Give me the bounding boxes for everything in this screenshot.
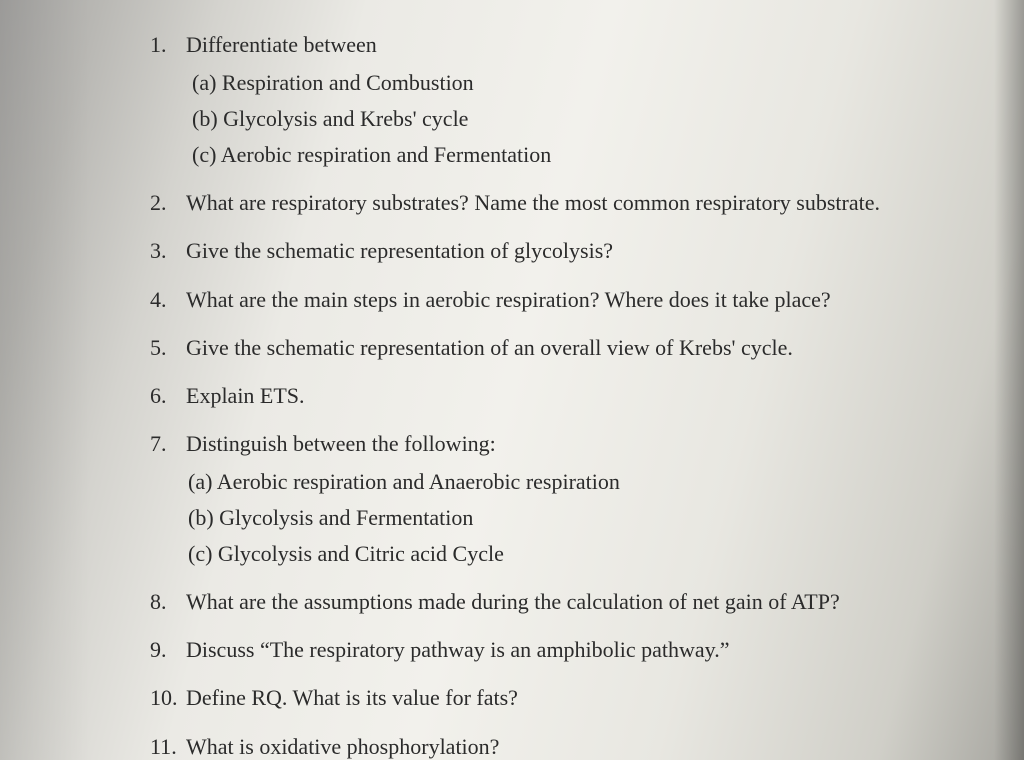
question-text: Differentiate between (186, 32, 377, 57)
sub-text: Aerobic respiration and Anaerobic respir… (217, 469, 620, 494)
question-item: What is oxidative phosphorylation? (150, 730, 964, 760)
question-text: Give the schematic representation of an … (186, 335, 793, 360)
question-item: What are the main steps in aerobic respi… (150, 283, 964, 317)
question-text: Explain ETS. (186, 383, 305, 408)
question-text: Define RQ. What is its value for fats? (186, 685, 518, 710)
question-item: Give the schematic representation of an … (150, 331, 964, 365)
sub-list: (a) Aerobic respiration and Anaerobic re… (186, 465, 964, 571)
sub-marker: (c) (188, 541, 212, 566)
sub-item: (a) Respiration and Combustion (192, 66, 964, 100)
sub-item: (b) Glycolysis and Fermentation (188, 501, 964, 535)
sub-item: (c) Glycolysis and Citric acid Cycle (188, 537, 964, 571)
sub-item: (a) Aerobic respiration and Anaerobic re… (188, 465, 964, 499)
question-text: What are respiratory substrates? Name th… (186, 190, 880, 215)
question-item: Differentiate between (a) Respiration an… (150, 28, 964, 172)
sub-list: (a) Respiration and Combustion (b) Glyco… (186, 66, 964, 172)
textbook-page: Differentiate between (a) Respiration an… (0, 0, 1024, 760)
question-item: What are the assumptions made during the… (150, 585, 964, 619)
question-text: Distinguish between the following: (186, 431, 496, 456)
sub-item: (b) Glycolysis and Krebs' cycle (192, 102, 964, 136)
sub-marker: (a) (188, 469, 212, 494)
question-item: Define RQ. What is its value for fats? (150, 681, 964, 715)
question-text: What are the main steps in aerobic respi… (186, 287, 831, 312)
question-item: Give the schematic representation of gly… (150, 234, 964, 268)
sub-text: Glycolysis and Citric acid Cycle (218, 541, 504, 566)
sub-marker: (b) (188, 505, 214, 530)
question-text: What are the assumptions made during the… (186, 589, 840, 614)
sub-item: (c) Aerobic respiration and Fermentation (192, 138, 964, 172)
sub-marker: (b) (192, 106, 218, 131)
question-text: Discuss “The respiratory pathway is an a… (186, 637, 730, 662)
sub-marker: (c) (192, 142, 216, 167)
sub-text: Respiration and Combustion (222, 70, 474, 95)
question-item: Distinguish between the following: (a) A… (150, 427, 964, 571)
question-list: Differentiate between (a) Respiration an… (150, 28, 964, 760)
question-text: What is oxidative phosphorylation? (186, 734, 499, 759)
question-item: What are respiratory substrates? Name th… (150, 186, 964, 220)
sub-text: Glycolysis and Fermentation (219, 505, 473, 530)
question-item: Explain ETS. (150, 379, 964, 413)
sub-text: Aerobic respiration and Fermentation (221, 142, 552, 167)
sub-text: Glycolysis and Krebs' cycle (223, 106, 468, 131)
sub-marker: (a) (192, 70, 216, 95)
question-text: Give the schematic representation of gly… (186, 238, 613, 263)
question-item: Discuss “The respiratory pathway is an a… (150, 633, 964, 667)
